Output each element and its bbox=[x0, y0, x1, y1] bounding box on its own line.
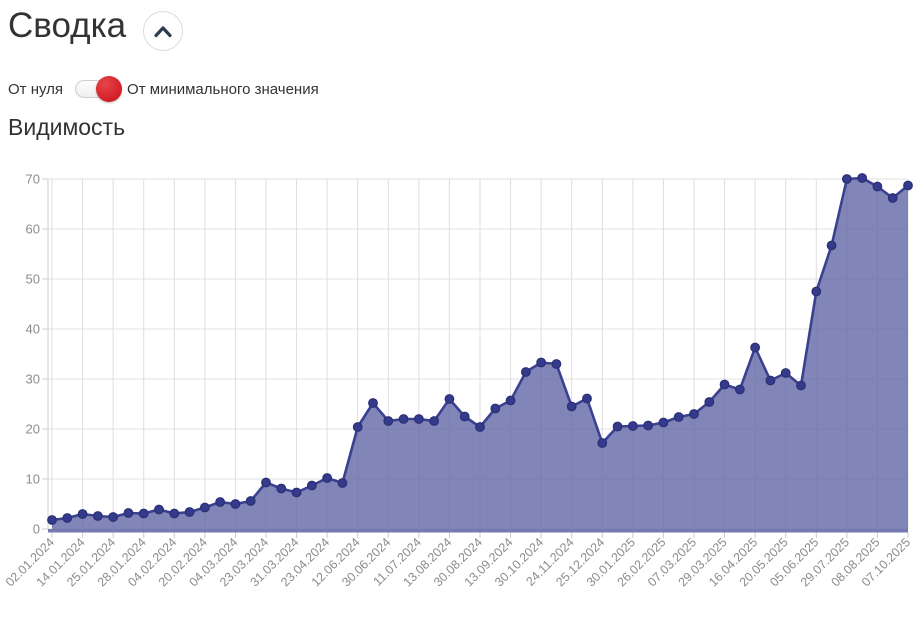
y-gridlines: 0 10 20 30 40 50 60 70 bbox=[26, 172, 908, 537]
data-point[interactable] bbox=[230, 499, 241, 509]
data-point[interactable] bbox=[368, 398, 378, 408]
data-point[interactable] bbox=[352, 422, 363, 432]
baseline-toggle[interactable] bbox=[75, 76, 123, 102]
chevron-up-icon bbox=[154, 25, 172, 37]
data-point[interactable] bbox=[92, 511, 103, 521]
data-points bbox=[47, 173, 913, 525]
data-point[interactable] bbox=[154, 504, 164, 515]
toggle-right-label: От минимального значения bbox=[127, 80, 319, 98]
data-point[interactable] bbox=[750, 342, 761, 353]
data-point[interactable] bbox=[184, 507, 195, 517]
y-tick-label: 40 bbox=[26, 322, 40, 337]
y-tick-label: 20 bbox=[26, 422, 40, 437]
data-point[interactable] bbox=[62, 513, 73, 523]
baseline-mode-row: От нуля От минимального значения bbox=[8, 76, 319, 102]
data-point[interactable] bbox=[459, 411, 470, 422]
data-point[interactable] bbox=[811, 286, 822, 297]
data-point[interactable] bbox=[872, 181, 883, 192]
data-point[interactable] bbox=[643, 420, 654, 431]
data-point[interactable] bbox=[245, 496, 256, 506]
page-title: Сводка bbox=[8, 6, 127, 45]
data-point[interactable] bbox=[734, 384, 745, 395]
y-tick-label: 10 bbox=[26, 472, 40, 487]
data-point[interactable] bbox=[47, 515, 57, 525]
y-tick-label: 30 bbox=[26, 372, 40, 387]
data-point[interactable] bbox=[123, 508, 134, 518]
data-point[interactable] bbox=[658, 417, 669, 428]
data-point[interactable] bbox=[322, 473, 333, 483]
toggle-knob[interactable] bbox=[96, 76, 123, 102]
data-point[interactable] bbox=[398, 414, 409, 424]
data-point[interactable] bbox=[780, 368, 791, 378]
data-point[interactable] bbox=[841, 174, 852, 184]
data-point[interactable] bbox=[796, 380, 806, 391]
data-point[interactable] bbox=[199, 502, 210, 513]
data-point[interactable] bbox=[551, 359, 562, 369]
y-tick-label: 60 bbox=[26, 222, 40, 237]
collapse-summary-button[interactable] bbox=[143, 11, 183, 51]
data-point[interactable] bbox=[597, 438, 608, 448]
data-point[interactable] bbox=[383, 416, 394, 426]
data-point[interactable] bbox=[826, 240, 837, 251]
y-tick-label: 0 bbox=[33, 522, 40, 537]
data-point[interactable] bbox=[444, 394, 455, 404]
chart-title: Видимость bbox=[8, 114, 126, 140]
x-tick-labels: 02.01.202414.01.202425.01.202428.01.2024… bbox=[3, 535, 913, 589]
data-point[interactable] bbox=[704, 397, 715, 407]
data-point[interactable] bbox=[536, 357, 547, 368]
data-point[interactable] bbox=[276, 483, 287, 494]
data-point[interactable] bbox=[689, 409, 699, 419]
data-point[interactable] bbox=[719, 379, 730, 390]
data-point[interactable] bbox=[612, 421, 623, 432]
data-point[interactable] bbox=[857, 173, 868, 183]
data-point[interactable] bbox=[169, 508, 180, 519]
visibility-chart-svg: 0 10 20 30 40 50 60 70 02.01.202414.01.202425.01… bbox=[3, 172, 913, 590]
data-point[interactable] bbox=[261, 477, 271, 488]
data-point[interactable] bbox=[520, 367, 531, 377]
data-point[interactable] bbox=[765, 375, 776, 386]
data-point[interactable] bbox=[475, 422, 485, 432]
data-point[interactable] bbox=[138, 508, 149, 519]
data-point[interactable] bbox=[566, 401, 577, 412]
data-point[interactable] bbox=[490, 403, 501, 414]
area-fill bbox=[52, 178, 908, 529]
data-point[interactable] bbox=[306, 480, 317, 491]
data-point[interactable] bbox=[582, 393, 592, 404]
data-point[interactable] bbox=[291, 487, 302, 498]
data-point[interactable] bbox=[77, 509, 88, 519]
data-point[interactable] bbox=[627, 421, 638, 431]
y-tick-label: 70 bbox=[26, 172, 40, 187]
y-tick-label: 50 bbox=[26, 272, 40, 287]
data-point[interactable] bbox=[108, 512, 119, 522]
data-point[interactable] bbox=[505, 395, 516, 406]
toggle-left-label: От нуля bbox=[8, 80, 64, 98]
data-point[interactable] bbox=[429, 416, 440, 426]
data-point[interactable] bbox=[887, 193, 898, 203]
data-point[interactable] bbox=[413, 414, 424, 424]
data-point[interactable] bbox=[215, 497, 226, 507]
data-point[interactable] bbox=[337, 478, 348, 488]
data-point[interactable] bbox=[903, 180, 913, 191]
visibility-chart: 0 10 20 30 40 50 60 70 02.01.2024 14.01.2024 25.01… bbox=[0, 150, 914, 627]
data-point[interactable] bbox=[673, 412, 684, 422]
